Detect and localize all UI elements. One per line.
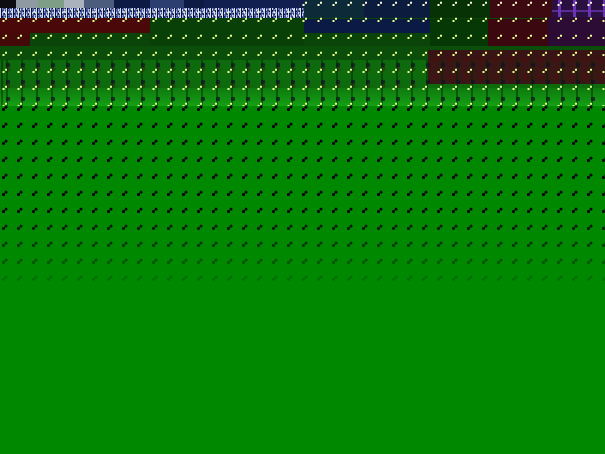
plain-green-field	[0, 300, 605, 454]
glitch-patch	[84, 0, 114, 8]
glitch-patch	[38, 0, 64, 8]
glitch-patch	[150, 0, 184, 8]
dot-fade-overlay	[0, 215, 605, 301]
bright-dot-grid	[0, 16, 605, 106]
glitch-patch	[204, 0, 304, 8]
bright-dot-grid-topleft	[0, 8, 304, 16]
glitch-patch	[64, 0, 84, 8]
glitch-patch	[16, 0, 38, 8]
bright-dot-grid-topright	[300, 0, 605, 16]
glitch-patch	[0, 0, 16, 8]
